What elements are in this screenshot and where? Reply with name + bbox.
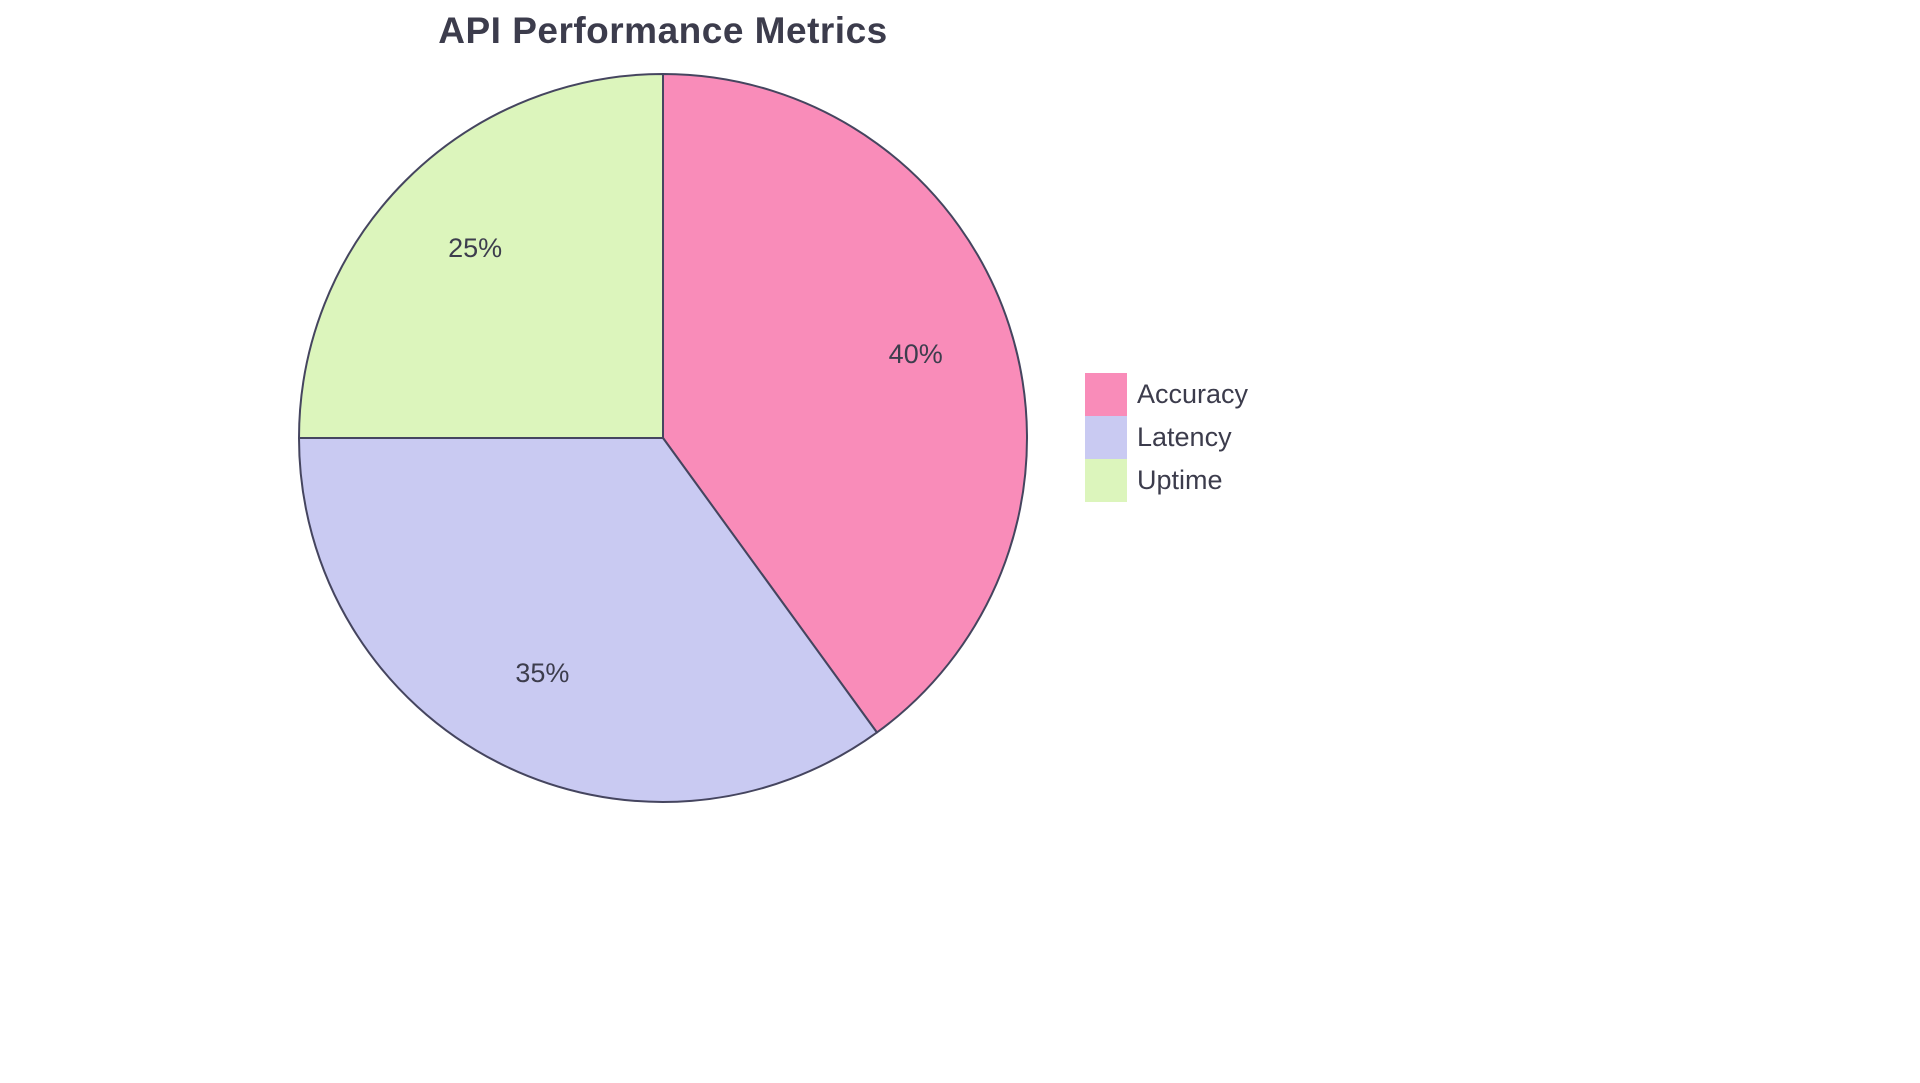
pie-slice-accuracy (662, 73, 1028, 734)
legend: Accuracy Latency Uptime (1085, 373, 1248, 502)
legend-label-uptime: Uptime (1137, 465, 1223, 495)
legend-swatch-accuracy (1085, 373, 1127, 416)
pie-slice-latency (298, 437, 878, 803)
pie-slice-uptime (298, 73, 664, 439)
legend-label-latency: Latency (1137, 422, 1232, 452)
pie-value-label-accuracy: 40% (889, 339, 943, 369)
legend-item-uptime: Uptime (1085, 459, 1248, 502)
legend-item-latency: Latency (1085, 416, 1248, 459)
legend-label-accuracy: Accuracy (1137, 379, 1249, 409)
legend-swatch-uptime (1085, 459, 1127, 502)
legend-item-accuracy: Accuracy (1085, 373, 1248, 416)
pie-value-label-latency: 35% (515, 658, 569, 688)
legend-swatch-latency (1085, 416, 1127, 459)
pie-value-label-uptime: 25% (448, 233, 502, 263)
chart-title: API Performance Metrics (438, 10, 888, 51)
